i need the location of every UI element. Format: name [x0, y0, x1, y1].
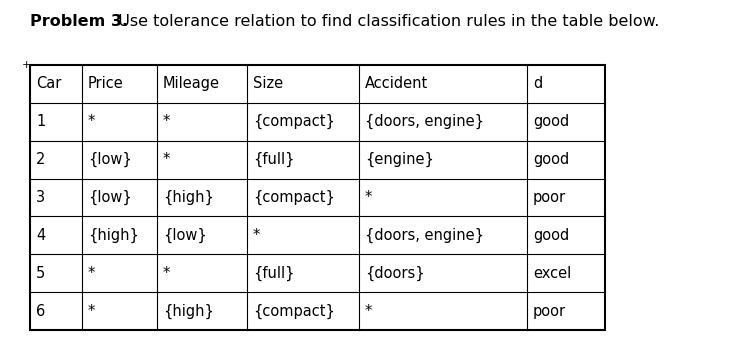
Text: *: *	[365, 304, 372, 319]
Text: Size: Size	[253, 76, 283, 91]
Text: *: *	[163, 266, 171, 281]
Text: poor: poor	[533, 304, 566, 319]
Text: 6: 6	[36, 304, 45, 319]
Text: poor: poor	[533, 190, 566, 205]
Text: Problem 3.: Problem 3.	[30, 14, 128, 29]
Text: *: *	[253, 228, 260, 243]
Text: {doors, engine}: {doors, engine}	[365, 114, 484, 129]
Text: {engine}: {engine}	[365, 152, 434, 167]
Text: *: *	[88, 304, 96, 319]
Text: +: +	[22, 60, 32, 70]
Text: {high}: {high}	[163, 304, 214, 319]
Text: {low}: {low}	[88, 190, 132, 205]
Text: {doors, engine}: {doors, engine}	[365, 228, 484, 243]
Text: *: *	[163, 152, 171, 167]
Text: *: *	[88, 266, 96, 281]
Text: {compact}: {compact}	[253, 190, 335, 205]
Text: Price: Price	[88, 76, 124, 91]
Text: *: *	[365, 190, 372, 205]
Text: Mileage: Mileage	[163, 76, 220, 91]
Text: {doors}: {doors}	[365, 266, 425, 281]
Text: good: good	[533, 152, 569, 167]
Text: good: good	[533, 114, 569, 129]
Text: {full}: {full}	[253, 152, 295, 167]
Text: {high}: {high}	[163, 190, 214, 205]
Text: 3: 3	[36, 190, 45, 205]
Text: Car: Car	[36, 76, 62, 91]
Text: Use tolerance relation to find classification rules in the table below.: Use tolerance relation to find classific…	[108, 14, 660, 29]
Text: Accident: Accident	[365, 76, 428, 91]
Text: {low}: {low}	[88, 152, 132, 167]
Text: {high}: {high}	[88, 228, 139, 243]
Text: good: good	[533, 228, 569, 243]
Text: 1: 1	[36, 114, 45, 129]
Text: {compact}: {compact}	[253, 114, 335, 129]
Text: *: *	[163, 114, 171, 129]
Text: 4: 4	[36, 228, 45, 243]
Text: 5: 5	[36, 266, 45, 281]
Text: {compact}: {compact}	[253, 304, 335, 319]
Text: *: *	[88, 114, 96, 129]
Text: 2: 2	[36, 152, 45, 167]
Text: excel: excel	[533, 266, 572, 281]
Text: d: d	[533, 76, 542, 91]
Text: {full}: {full}	[253, 266, 295, 281]
Text: {low}: {low}	[163, 228, 207, 243]
